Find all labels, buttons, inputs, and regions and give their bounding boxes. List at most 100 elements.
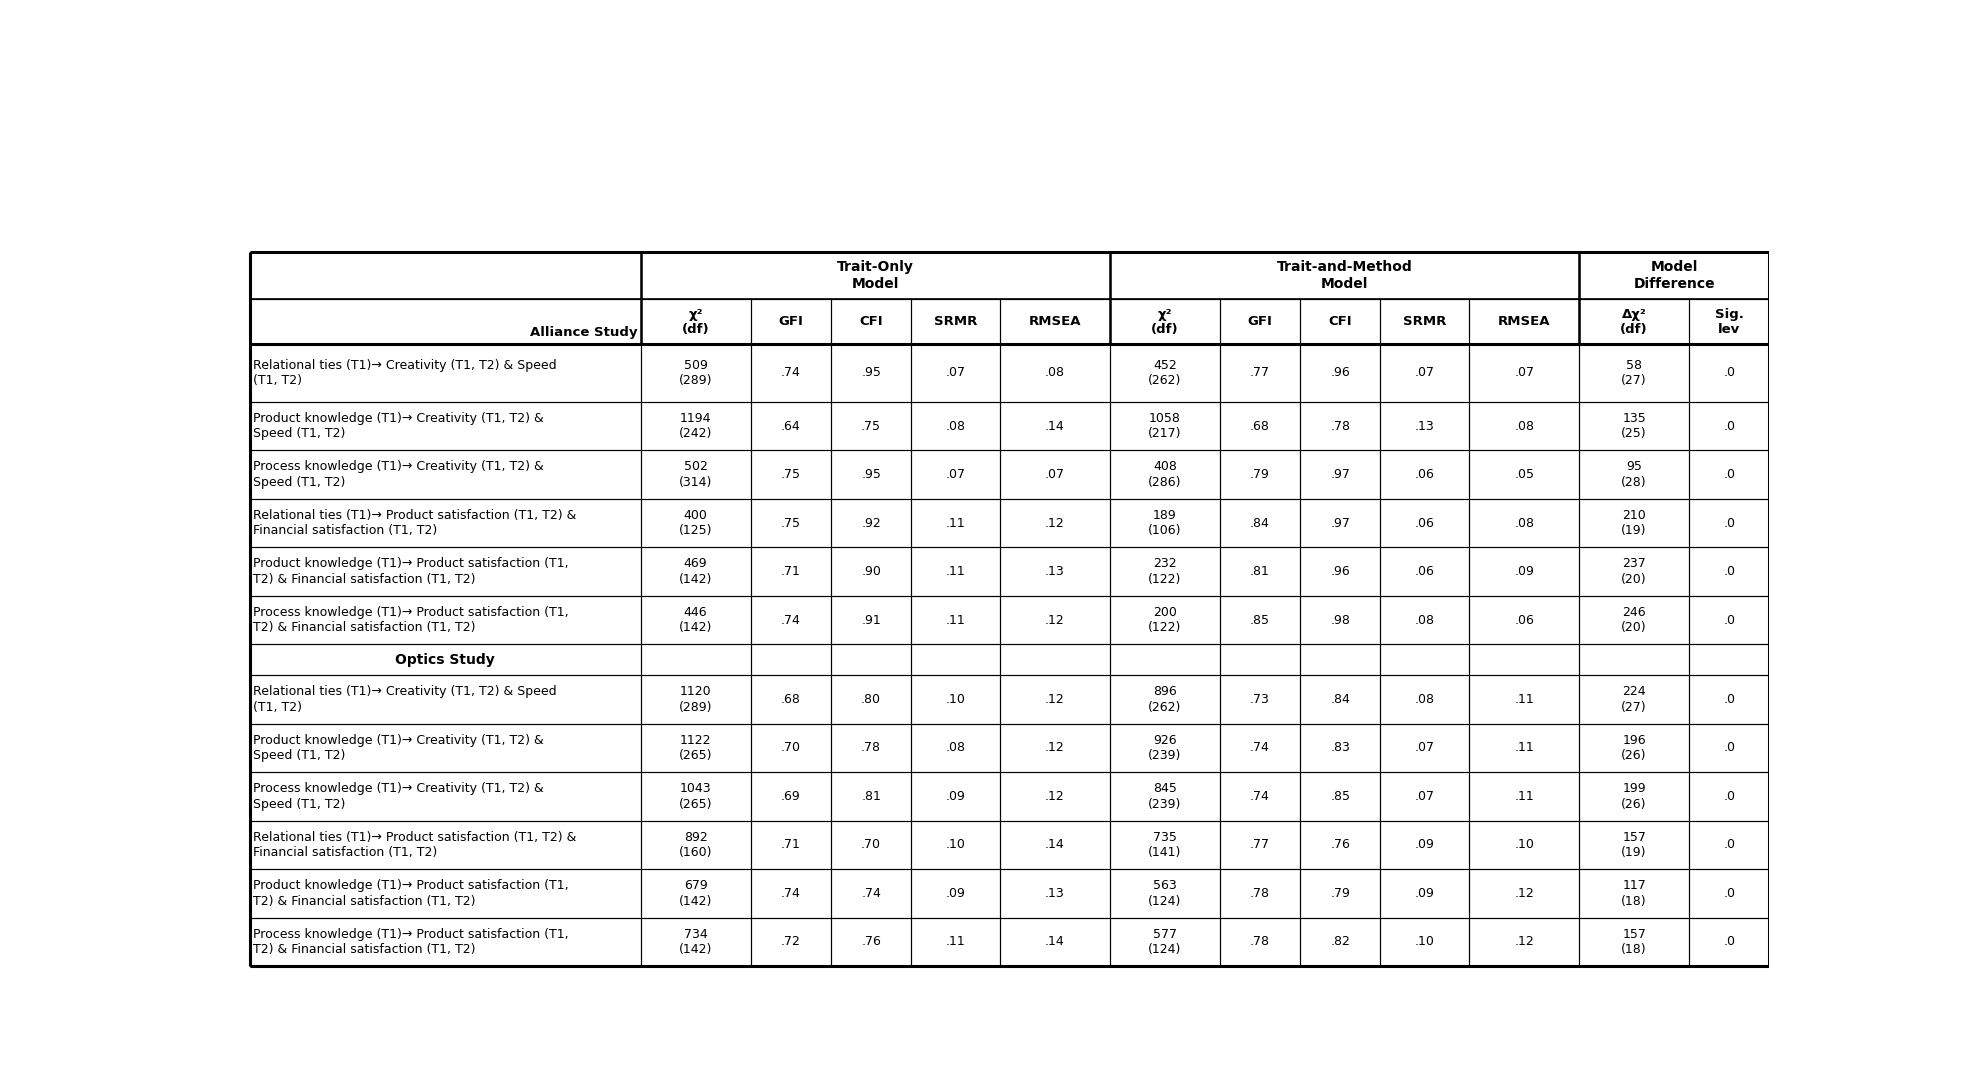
- Text: .69: .69: [781, 790, 800, 803]
- Text: 135
(25): 135 (25): [1622, 412, 1648, 440]
- Text: .08: .08: [946, 420, 965, 433]
- Bar: [1689, 499, 1769, 547]
- Bar: [641, 821, 751, 869]
- Text: 58
(27): 58 (27): [1622, 359, 1648, 387]
- Bar: [910, 724, 1001, 772]
- Text: 199
(26): 199 (26): [1622, 783, 1648, 811]
- Bar: [1689, 402, 1769, 450]
- Bar: [751, 644, 832, 675]
- Bar: [1300, 450, 1380, 499]
- Bar: [1300, 547, 1380, 596]
- Bar: [1300, 821, 1380, 869]
- Bar: [1469, 724, 1579, 772]
- Text: Product knowledge (T1)→ Product satisfaction (T1,
T2) & Financial satisfaction (: Product knowledge (T1)→ Product satisfac…: [254, 557, 568, 585]
- Text: .97: .97: [1331, 517, 1351, 530]
- Text: Sig.
lev: Sig. lev: [1714, 307, 1744, 336]
- Bar: [641, 644, 751, 675]
- Text: .81: .81: [861, 790, 881, 803]
- Bar: [1219, 499, 1300, 547]
- Bar: [1689, 772, 1769, 821]
- Text: .12: .12: [1046, 790, 1066, 803]
- Text: 1120
(289): 1120 (289): [678, 686, 712, 714]
- Text: .12: .12: [1514, 935, 1533, 948]
- Text: 896
(262): 896 (262): [1148, 686, 1182, 714]
- Text: .08: .08: [946, 741, 965, 754]
- Bar: [1219, 821, 1300, 869]
- Bar: [1219, 772, 1300, 821]
- Text: .09: .09: [946, 790, 965, 803]
- Text: .11: .11: [946, 935, 965, 948]
- Text: Process knowledge (T1)→ Product satisfaction (T1,
T2) & Financial satisfaction (: Process knowledge (T1)→ Product satisfac…: [254, 606, 568, 634]
- Bar: [1001, 869, 1111, 918]
- Bar: [641, 252, 1111, 300]
- Text: .07: .07: [1416, 790, 1435, 803]
- Bar: [1001, 450, 1111, 499]
- Text: .79: .79: [1331, 887, 1351, 900]
- Text: Process knowledge (T1)→ Creativity (T1, T2) &
Speed (T1, T2): Process knowledge (T1)→ Creativity (T1, …: [254, 783, 543, 811]
- Text: 509
(289): 509 (289): [678, 359, 712, 387]
- Bar: [832, 772, 910, 821]
- Bar: [250, 869, 641, 918]
- Bar: [1111, 300, 1219, 344]
- Text: .0: .0: [1724, 935, 1736, 948]
- Text: .14: .14: [1046, 838, 1066, 851]
- Text: .83: .83: [1331, 741, 1351, 754]
- Text: .81: .81: [1250, 565, 1270, 578]
- Text: 1194
(242): 1194 (242): [678, 412, 712, 440]
- Text: .84: .84: [1331, 693, 1351, 706]
- Bar: [1689, 724, 1769, 772]
- Text: 157
(19): 157 (19): [1622, 831, 1648, 859]
- Bar: [1219, 596, 1300, 644]
- Text: RMSEA: RMSEA: [1028, 315, 1081, 328]
- Text: .72: .72: [781, 935, 800, 948]
- Bar: [1300, 675, 1380, 724]
- Bar: [1380, 724, 1469, 772]
- Text: .74: .74: [781, 614, 800, 627]
- Bar: [250, 772, 641, 821]
- Bar: [751, 450, 832, 499]
- Bar: [910, 821, 1001, 869]
- Bar: [1380, 402, 1469, 450]
- Text: .95: .95: [861, 468, 881, 481]
- Text: .12: .12: [1046, 614, 1066, 627]
- Text: .85: .85: [1250, 614, 1270, 627]
- Bar: [910, 499, 1001, 547]
- Bar: [1579, 499, 1689, 547]
- Text: .74: .74: [861, 887, 881, 900]
- Bar: [641, 675, 751, 724]
- Text: .10: .10: [946, 838, 965, 851]
- Text: .64: .64: [781, 420, 800, 433]
- Bar: [1579, 772, 1689, 821]
- Bar: [1300, 499, 1380, 547]
- Text: .07: .07: [1416, 366, 1435, 379]
- Text: GFI: GFI: [779, 315, 804, 328]
- Text: .0: .0: [1724, 741, 1736, 754]
- Text: .76: .76: [861, 935, 881, 948]
- Bar: [250, 596, 641, 644]
- Bar: [910, 675, 1001, 724]
- Text: .05: .05: [1514, 468, 1533, 481]
- Bar: [910, 869, 1001, 918]
- Bar: [910, 772, 1001, 821]
- Bar: [910, 547, 1001, 596]
- Text: 926
(239): 926 (239): [1148, 734, 1182, 762]
- Bar: [1469, 675, 1579, 724]
- Text: .13: .13: [1416, 420, 1435, 433]
- Bar: [250, 252, 641, 300]
- Bar: [1689, 547, 1769, 596]
- Bar: [1380, 772, 1469, 821]
- Bar: [250, 821, 641, 869]
- Text: Product knowledge (T1)→ Product satisfaction (T1,
T2) & Financial satisfaction (: Product knowledge (T1)→ Product satisfac…: [254, 880, 568, 908]
- Bar: [250, 499, 641, 547]
- Bar: [1579, 724, 1689, 772]
- Bar: [1300, 344, 1380, 402]
- Bar: [1579, 918, 1689, 966]
- Bar: [751, 675, 832, 724]
- Text: .0: .0: [1724, 614, 1736, 627]
- Bar: [1300, 869, 1380, 918]
- Text: .06: .06: [1416, 517, 1435, 530]
- Bar: [1001, 772, 1111, 821]
- Bar: [641, 300, 751, 344]
- Text: .07: .07: [946, 366, 965, 379]
- Text: .74: .74: [781, 887, 800, 900]
